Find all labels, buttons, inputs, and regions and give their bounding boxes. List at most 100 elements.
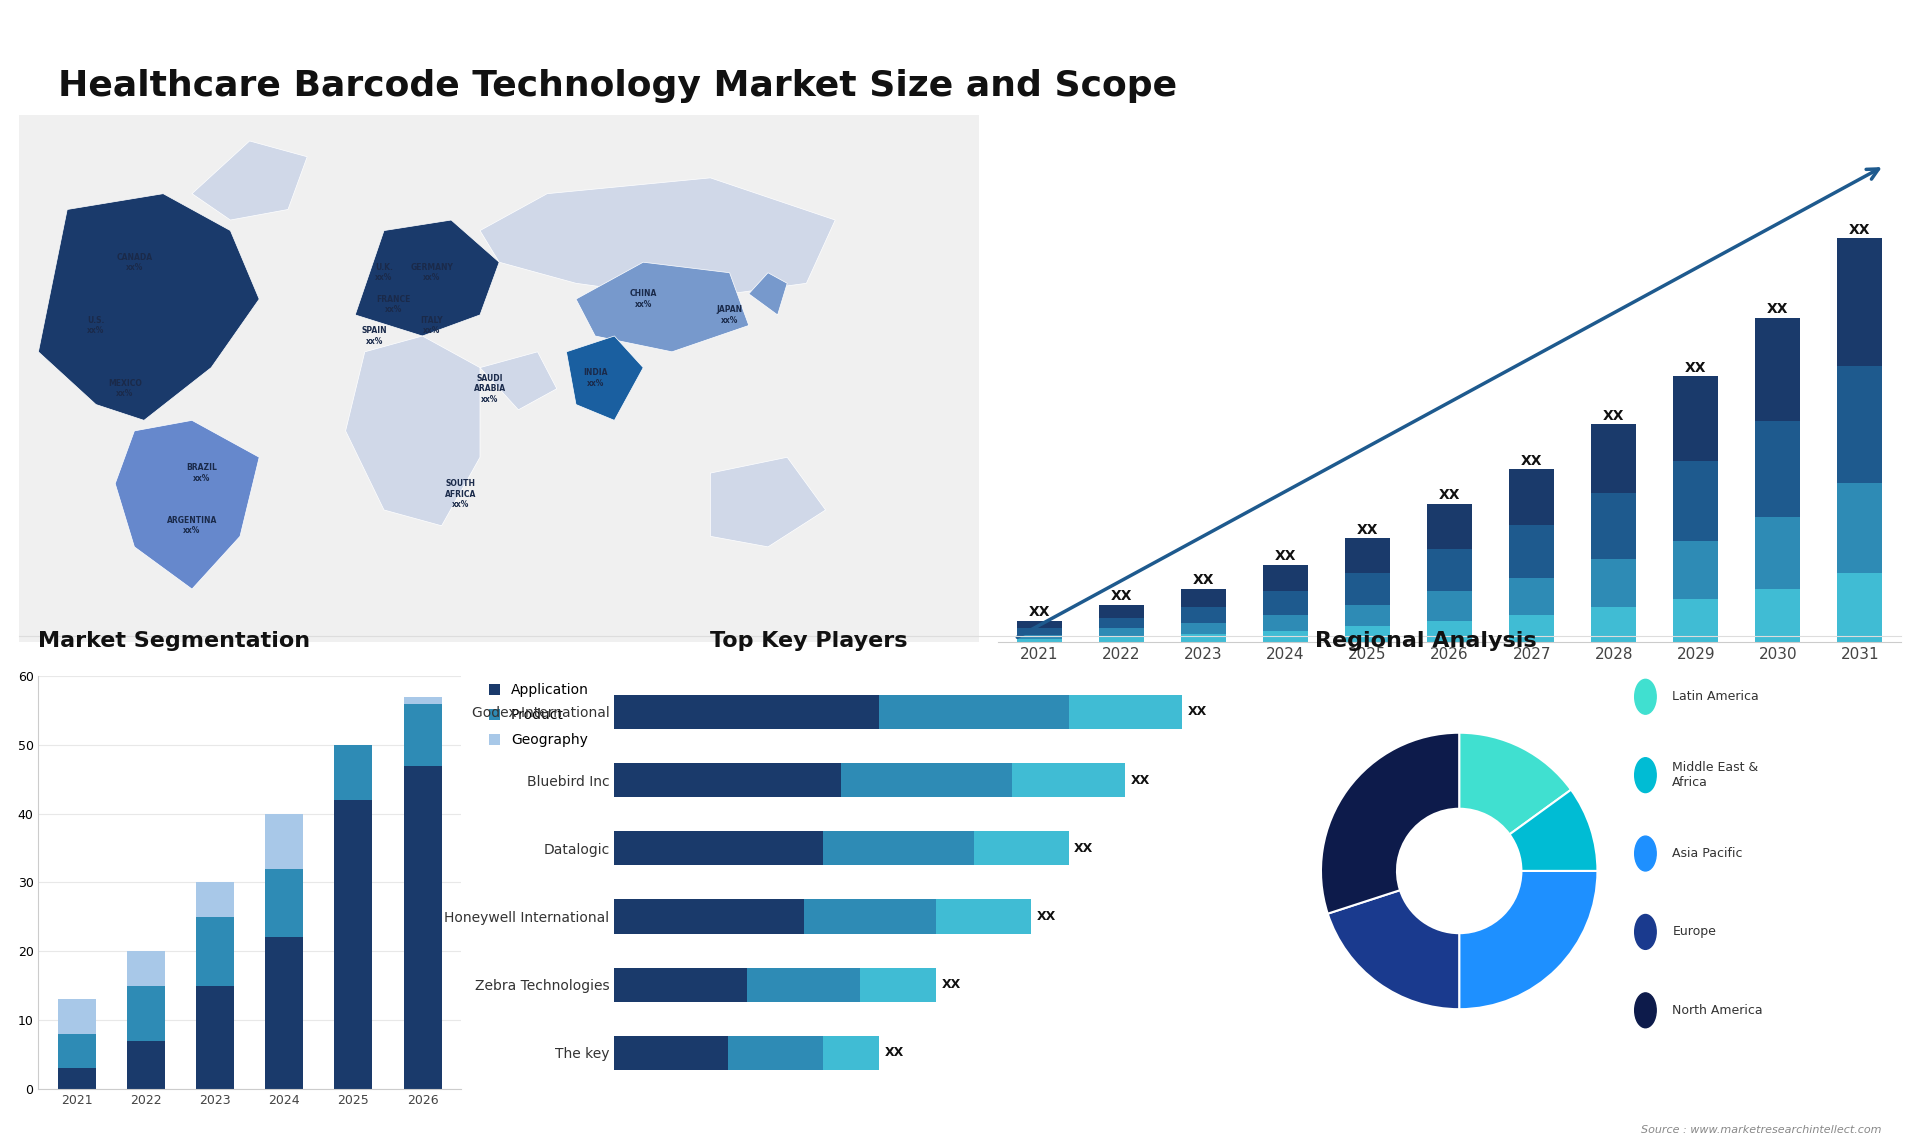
- Text: U.S.
xx%: U.S. xx%: [86, 316, 106, 335]
- Bar: [334, 745, 372, 800]
- Polygon shape: [346, 336, 480, 526]
- Bar: [1509, 578, 1553, 615]
- Bar: [1672, 376, 1718, 462]
- Text: GERMANY
xx%: GERMANY xx%: [411, 264, 453, 282]
- Text: Market Segmentation: Market Segmentation: [38, 631, 311, 651]
- Text: SAUDI
ARABIA
xx%: SAUDI ARABIA xx%: [474, 374, 505, 403]
- Text: North America: North America: [1672, 1004, 1763, 1017]
- Text: XX: XX: [1357, 523, 1379, 536]
- Bar: [614, 1036, 728, 1070]
- Text: XX: XX: [1131, 774, 1150, 786]
- Bar: [1592, 607, 1636, 642]
- Polygon shape: [566, 336, 643, 421]
- Bar: [1427, 591, 1473, 620]
- Bar: [1755, 517, 1801, 589]
- Text: XX: XX: [1110, 589, 1133, 603]
- Bar: [1069, 694, 1183, 729]
- Bar: [614, 967, 747, 1002]
- Bar: [747, 967, 860, 1002]
- Bar: [1181, 634, 1227, 642]
- Bar: [804, 900, 937, 934]
- Bar: [334, 800, 372, 1089]
- Bar: [58, 1068, 96, 1089]
- Text: FRANCE
xx%: FRANCE xx%: [376, 295, 411, 314]
- Bar: [822, 831, 973, 865]
- Text: INDIA
xx%: INDIA xx%: [584, 369, 607, 387]
- Wedge shape: [1329, 890, 1459, 1010]
- Bar: [403, 766, 442, 1089]
- Bar: [1098, 605, 1144, 618]
- Bar: [196, 986, 234, 1089]
- Legend: Application, Product, Geography: Application, Product, Geography: [490, 683, 589, 747]
- Bar: [196, 882, 234, 917]
- Text: Middle East &
Africa: Middle East & Africa: [1672, 761, 1759, 790]
- Bar: [1509, 469, 1553, 525]
- Bar: [1755, 589, 1801, 642]
- Bar: [1592, 424, 1636, 493]
- Bar: [860, 967, 937, 1002]
- Text: ITALY
xx%: ITALY xx%: [420, 316, 444, 335]
- Polygon shape: [710, 457, 826, 547]
- Text: Latin America: Latin America: [1672, 690, 1759, 704]
- Bar: [1181, 589, 1227, 607]
- Text: XX: XX: [1029, 605, 1050, 619]
- Text: Regional Analysis: Regional Analysis: [1315, 631, 1536, 651]
- Bar: [1837, 482, 1882, 573]
- Bar: [127, 1041, 165, 1089]
- Text: Asia Pacific: Asia Pacific: [1672, 847, 1743, 860]
- Bar: [728, 1036, 822, 1070]
- Bar: [841, 763, 1012, 798]
- Text: CANADA
xx%: CANADA xx%: [117, 252, 152, 272]
- Bar: [127, 986, 165, 1041]
- Text: CHINA
xx%: CHINA xx%: [630, 290, 657, 308]
- Bar: [1346, 539, 1390, 573]
- Bar: [1263, 631, 1308, 642]
- Bar: [1346, 626, 1390, 642]
- Polygon shape: [192, 141, 307, 220]
- Bar: [1181, 607, 1227, 623]
- Text: XX: XX: [885, 1046, 904, 1059]
- Bar: [1755, 317, 1801, 422]
- Wedge shape: [1321, 732, 1459, 913]
- Bar: [1672, 599, 1718, 642]
- Bar: [1427, 549, 1473, 591]
- Bar: [1755, 422, 1801, 517]
- Polygon shape: [355, 220, 499, 336]
- Text: XX: XX: [1037, 910, 1056, 923]
- Bar: [58, 999, 96, 1034]
- Circle shape: [1634, 992, 1657, 1028]
- Circle shape: [1634, 680, 1657, 714]
- Text: MEXICO
xx%: MEXICO xx%: [108, 379, 142, 399]
- Bar: [1509, 525, 1553, 578]
- Text: XX: XX: [1766, 303, 1789, 316]
- Text: SOUTH
AFRICA
xx%: SOUTH AFRICA xx%: [445, 479, 476, 509]
- Bar: [973, 831, 1069, 865]
- Bar: [127, 951, 165, 986]
- Text: Europe: Europe: [1672, 926, 1716, 939]
- Bar: [265, 937, 303, 1089]
- Bar: [937, 900, 1031, 934]
- Bar: [1018, 639, 1062, 642]
- Text: XX: XX: [1275, 549, 1296, 563]
- Bar: [614, 900, 804, 934]
- Text: XX: XX: [1188, 706, 1208, 719]
- Bar: [1263, 565, 1308, 591]
- Polygon shape: [480, 178, 835, 299]
- Text: Source : www.marketresearchintellect.com: Source : www.marketresearchintellect.com: [1642, 1124, 1882, 1135]
- Text: XX: XX: [1192, 573, 1213, 587]
- Polygon shape: [749, 273, 787, 315]
- Bar: [822, 1036, 879, 1070]
- Bar: [1592, 493, 1636, 559]
- Polygon shape: [115, 421, 259, 589]
- Bar: [403, 704, 442, 766]
- Bar: [265, 814, 303, 869]
- Bar: [614, 694, 879, 729]
- Bar: [403, 697, 442, 704]
- Bar: [1427, 620, 1473, 642]
- Text: XX: XX: [1521, 454, 1542, 468]
- Wedge shape: [1509, 790, 1597, 871]
- Circle shape: [1634, 837, 1657, 871]
- Bar: [1098, 618, 1144, 628]
- Bar: [1263, 615, 1308, 631]
- Wedge shape: [1459, 871, 1597, 1010]
